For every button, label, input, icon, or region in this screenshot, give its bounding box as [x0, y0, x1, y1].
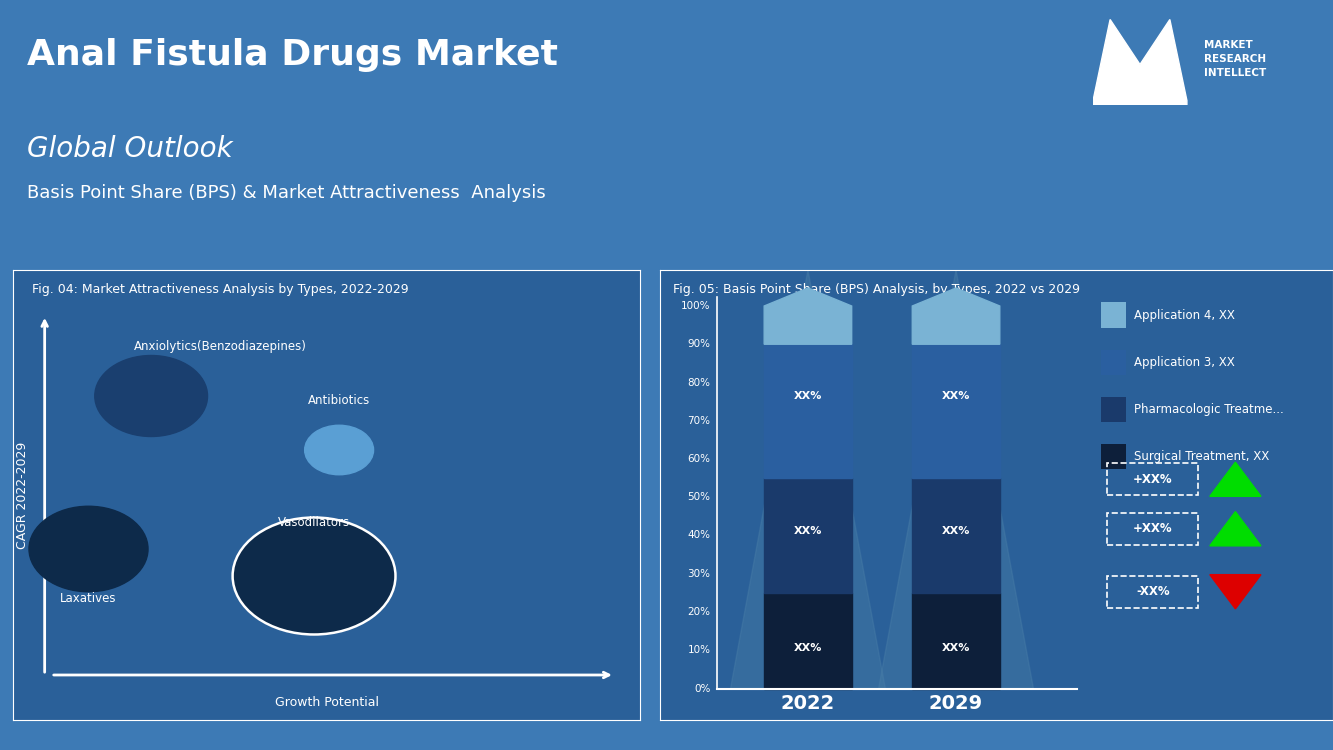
Text: Fig. 04: Market Attractiveness Analysis by Types, 2022-2029: Fig. 04: Market Attractiveness Analysis … [32, 284, 409, 296]
Text: 80%: 80% [688, 377, 710, 388]
Text: 2029: 2029 [929, 694, 984, 712]
Polygon shape [1093, 20, 1186, 105]
Text: XX%: XX% [793, 643, 822, 653]
Polygon shape [1210, 462, 1261, 496]
Text: XX%: XX% [942, 643, 970, 653]
Text: Vasodilators: Vasodilators [279, 515, 351, 529]
Text: +XX%: +XX% [1133, 522, 1173, 536]
Text: 100%: 100% [681, 301, 710, 311]
Text: 30%: 30% [688, 568, 710, 579]
Text: XX%: XX% [793, 391, 822, 401]
Text: 20%: 20% [688, 607, 710, 617]
Text: 0%: 0% [694, 683, 710, 694]
Polygon shape [912, 478, 1000, 592]
Text: 60%: 60% [688, 454, 710, 464]
Text: MARKET
RESEARCH
INTELLECT: MARKET RESEARCH INTELLECT [1204, 40, 1266, 78]
Text: CAGR 2022-2029: CAGR 2022-2029 [16, 441, 29, 549]
Polygon shape [1210, 512, 1261, 546]
Text: Laxatives: Laxatives [60, 592, 117, 605]
Text: XX%: XX% [942, 391, 970, 401]
Text: Fig. 05: Basis Point Share (BPS) Analysis, by Types, 2022 vs 2029: Fig. 05: Basis Point Share (BPS) Analysi… [673, 284, 1080, 296]
Polygon shape [764, 344, 852, 478]
Polygon shape [764, 478, 852, 592]
Text: 2022: 2022 [781, 694, 834, 712]
Text: 40%: 40% [688, 530, 710, 541]
Text: Anal Fistula Drugs Market: Anal Fistula Drugs Market [27, 38, 557, 71]
Circle shape [232, 518, 396, 634]
Polygon shape [764, 288, 852, 344]
Polygon shape [730, 270, 885, 688]
Text: 50%: 50% [688, 492, 710, 502]
Text: Global Outlook: Global Outlook [27, 135, 232, 163]
FancyBboxPatch shape [1101, 350, 1126, 375]
Text: Basis Point Share (BPS) & Market Attractiveness  Analysis: Basis Point Share (BPS) & Market Attract… [27, 184, 545, 202]
Text: Application 4, XX: Application 4, XX [1134, 308, 1236, 322]
FancyBboxPatch shape [1101, 397, 1126, 422]
Text: Growth Potential: Growth Potential [275, 696, 379, 709]
Text: +XX%: +XX% [1133, 472, 1173, 486]
Text: 10%: 10% [688, 645, 710, 656]
Polygon shape [878, 270, 1033, 688]
Polygon shape [764, 592, 852, 688]
Polygon shape [912, 288, 1000, 344]
Text: XX%: XX% [942, 526, 970, 536]
Text: Antibiotics: Antibiotics [308, 394, 371, 407]
Polygon shape [912, 344, 1000, 478]
Text: 70%: 70% [688, 416, 710, 426]
Circle shape [29, 506, 148, 592]
Text: Application 3, XX: Application 3, XX [1134, 356, 1236, 369]
Polygon shape [912, 592, 1000, 688]
FancyBboxPatch shape [1101, 302, 1126, 328]
Circle shape [305, 425, 373, 475]
Text: XX%: XX% [793, 526, 822, 536]
FancyBboxPatch shape [1101, 444, 1126, 470]
Text: Pharmacologic Treatme...: Pharmacologic Treatme... [1134, 403, 1284, 416]
Polygon shape [1210, 574, 1261, 609]
Text: -XX%: -XX% [1136, 585, 1170, 598]
Text: Anxiolytics(Benzodiazepines): Anxiolytics(Benzodiazepines) [133, 340, 307, 353]
Circle shape [95, 356, 208, 436]
Text: Surgical Treatment, XX: Surgical Treatment, XX [1134, 450, 1269, 464]
Text: 90%: 90% [688, 339, 710, 350]
